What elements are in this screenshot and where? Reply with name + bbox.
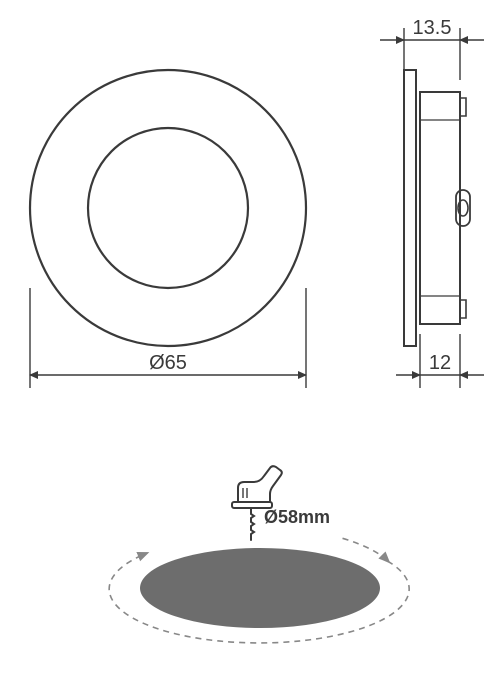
jigsaw-icon — [232, 466, 282, 540]
cutout-view: Ø58mm — [109, 466, 409, 643]
front-outer-circle — [30, 70, 306, 346]
side-bot-dim-label: 12 — [429, 352, 451, 374]
cutout-hole — [140, 548, 380, 628]
cutout-dim-label: Ø58mm — [264, 507, 330, 527]
side-top-dim-label: 13.5 — [413, 17, 452, 39]
front-dim-label: Ø65 — [149, 352, 187, 374]
side-flange — [404, 70, 416, 346]
side-view: 13.5 12 — [380, 17, 484, 388]
front-inner-circle — [88, 128, 248, 288]
front-view: Ø65 — [30, 70, 306, 388]
side-body — [420, 92, 460, 324]
